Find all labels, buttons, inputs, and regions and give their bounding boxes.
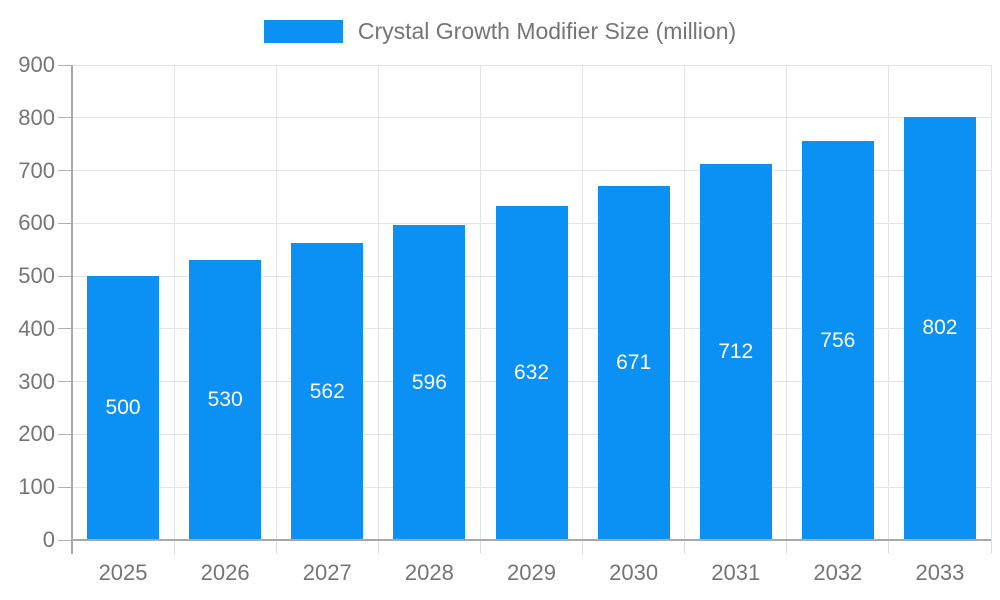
- y-axis-tick: [58, 170, 72, 172]
- x-axis-tick: [888, 540, 890, 554]
- x-gridline: [990, 65, 992, 540]
- bar-value-label: 802: [922, 316, 958, 340]
- y-tick-label: 200: [18, 421, 55, 447]
- x-axis-tick: [582, 540, 584, 554]
- y-gridline: [72, 117, 991, 119]
- bar-value-label: 500: [105, 396, 141, 420]
- x-axis-tick: [479, 540, 481, 554]
- x-tick-label: 2031: [711, 560, 761, 585]
- y-axis-tick: [58, 381, 72, 383]
- y-axis-tick: [58, 433, 72, 435]
- x-gridline: [582, 65, 584, 540]
- x-axis-tick: [377, 540, 379, 554]
- bar-value-label: 671: [616, 350, 652, 374]
- x-tick-label: 2030: [609, 560, 659, 585]
- x-tick-label: 2029: [507, 560, 556, 585]
- y-axis-tick: [58, 117, 72, 119]
- x-axis-tick: [684, 540, 686, 554]
- x-gridline: [684, 65, 686, 540]
- x-gridline: [275, 65, 277, 540]
- y-gridline: [72, 170, 991, 172]
- y-tick-label: 100: [18, 474, 55, 500]
- bar-value-label: 756: [820, 328, 856, 352]
- x-axis-tick: [275, 540, 277, 554]
- bar-value-label: 596: [411, 370, 447, 394]
- y-tick-label: 800: [18, 104, 55, 130]
- chart-legend[interactable]: Crystal Growth Modifier Size (million): [0, 18, 1000, 45]
- x-axis-tick: [173, 540, 175, 554]
- bar-2027: [291, 243, 363, 540]
- x-axis-tick: [786, 540, 788, 554]
- x-gridline: [173, 65, 175, 540]
- x-gridline: [888, 65, 890, 540]
- bar-2032: [802, 141, 874, 540]
- bar-value-label: 530: [207, 388, 243, 412]
- bar-value-label: 632: [513, 361, 550, 385]
- bar-value-label: 712: [718, 340, 754, 364]
- y-tick-label: 600: [18, 210, 55, 236]
- y-tick-label: 700: [18, 157, 55, 183]
- y-axis-tick: [58, 328, 72, 330]
- bar-2031: [700, 164, 772, 540]
- bar-2028: [393, 225, 465, 540]
- y-axis-tick: [58, 222, 72, 224]
- y-tick-label: 900: [18, 52, 55, 77]
- bar-2029: [496, 206, 568, 540]
- legend-swatch: [263, 20, 343, 43]
- x-tick-label: 2032: [813, 560, 863, 585]
- bar-2030: [598, 185, 670, 540]
- y-axis-tick: [58, 64, 72, 66]
- bar-2026: [189, 260, 261, 540]
- y-tick-label: 0: [42, 527, 55, 552]
- x-gridline: [786, 65, 788, 540]
- bar-2025: [87, 276, 159, 540]
- y-axis-line: [71, 65, 73, 554]
- y-axis-tick: [58, 275, 72, 277]
- legend-label: Crystal Growth Modifier Size (million): [357, 18, 737, 44]
- x-gridline: [377, 65, 379, 540]
- y-tick-label: 500: [18, 263, 55, 289]
- y-gridline: [72, 64, 991, 66]
- x-tick-label: 2028: [404, 560, 454, 585]
- bar-value-label: 562: [309, 379, 345, 403]
- x-gridline: [479, 65, 481, 540]
- x-tick-label: 2026: [200, 560, 250, 585]
- x-axis-tick: [990, 540, 992, 554]
- bar-2033: [904, 116, 976, 540]
- x-tick-label: 2027: [302, 560, 352, 585]
- x-tick-label: 2033: [915, 560, 965, 585]
- y-tick-label: 400: [18, 315, 55, 341]
- y-tick-label: 300: [18, 368, 55, 394]
- x-axis-line: [72, 539, 991, 541]
- x-tick-label: 2025: [98, 560, 148, 585]
- y-axis-tick: [58, 486, 72, 488]
- y-axis-tick: [58, 539, 72, 541]
